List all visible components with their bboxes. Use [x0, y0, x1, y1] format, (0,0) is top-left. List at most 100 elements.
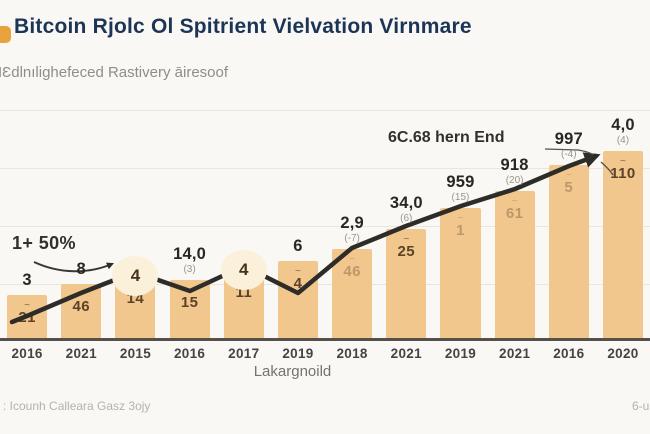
approx-mark-icon: ~ — [186, 285, 193, 296]
bar-sub-label: (-4) — [561, 149, 577, 160]
bar-column: 4~11 — [217, 92, 271, 338]
x-axis-label: 2019 — [282, 346, 314, 361]
approx-mark-icon: ~ — [24, 300, 30, 311]
approx-mark-icon: ~ — [565, 170, 572, 181]
bar-inner-value: 46 — [72, 298, 90, 315]
bar-column: 14,0 (3) ~15 — [163, 92, 217, 338]
x-axis-label: 2018 — [336, 346, 368, 361]
bar: ~46 — [332, 249, 373, 338]
x-axis-labels-row: 2016 2021 2015 2016 2017 2019 2018 2021 2019 2021… — [0, 341, 650, 361]
x-axis-title: Lakargnoild — [253, 363, 332, 380]
bar: ~110 — [602, 151, 644, 338]
bar-value-label: 4,0 — [611, 116, 635, 134]
approx-mark-icon: ~ — [403, 234, 410, 245]
x-axis-label: 2019 — [444, 346, 477, 361]
bar-sub-label: (15) — [451, 192, 470, 203]
bar: ~1 — [440, 208, 481, 338]
x-axis-label: 2015 — [119, 346, 152, 361]
bars-row: 3~218~464~1414,0(3)~154~116~42,9(-7)~463… — [0, 92, 650, 338]
bar-column: 3 ~21 — [0, 92, 54, 338]
bar-inner-label: ~1 — [440, 213, 480, 240]
page-title: Bitcoin Rjolc Ol Spitrient Vielvation Vi… — [14, 15, 472, 38]
approx-mark-icon: ~ — [78, 289, 85, 300]
gridline — [0, 110, 650, 111]
bar-value-label: 3 — [22, 271, 32, 289]
bar-highlight-circle: 4 — [220, 250, 267, 290]
approx-mark-icon: ~ — [295, 266, 301, 277]
bar-sub-label: (20) — [505, 175, 524, 186]
bar-value-label: 2,9 — [340, 214, 364, 232]
bar-column: 4~14 — [108, 92, 162, 338]
bar: ~5 — [548, 165, 589, 338]
bar-sub-label: (3) — [183, 264, 196, 275]
bar-inner-value: 4 — [293, 275, 303, 292]
x-axis-label: 2020 — [607, 346, 639, 361]
bar-inner-label: ~15 — [170, 285, 210, 312]
approx-mark-icon: ~ — [349, 254, 356, 265]
bar: ~21 — [7, 295, 48, 338]
bar-top-label: 959 (15) — [446, 173, 474, 203]
bar: ~25 — [386, 229, 427, 338]
bar: ~61 — [494, 191, 535, 338]
x-axis-label: 2021 — [499, 346, 531, 361]
x-axis-label: 2021 — [390, 346, 422, 361]
bar-top-label: 6 — [293, 237, 302, 256]
bar-column: 6 ~4 — [271, 92, 325, 338]
bar-inner-value: 46 — [343, 263, 361, 280]
bar-sub-label: (6) — [400, 213, 413, 224]
bar: ~15 — [169, 280, 210, 338]
bar-inner-label: ~21 — [7, 300, 47, 327]
bar-column: 8 ~46 — [54, 92, 108, 338]
bar-column: 4,0 (4) ~110 — [596, 92, 650, 338]
bar-top-label: 4,0 (4) — [611, 116, 635, 146]
x-axis-label: 2016 — [173, 346, 206, 361]
bar-inner-value: 5 — [564, 179, 574, 196]
bar-inner-value: 61 — [505, 205, 524, 222]
bar-inner-value: 21 — [18, 309, 36, 326]
growth-annotation: 1+ 50% — [12, 233, 76, 253]
bar-inner-value: 110 — [610, 165, 636, 182]
approx-mark-icon: ~ — [511, 196, 518, 207]
bar-value-label: 6 — [293, 237, 303, 255]
bar: ~46 — [61, 284, 102, 338]
approx-mark-icon: ~ — [457, 213, 464, 224]
bar-top-label: 8 — [77, 260, 86, 279]
footer-note-text: 6-up — [631, 399, 650, 413]
chart-plot-area: 3~218~464~1414,0(3)~154~116~42,9(-7)~463… — [0, 92, 650, 341]
bar-inner-label: ~46 — [332, 254, 372, 281]
bar-inner-label: ~25 — [386, 234, 426, 261]
bar-inner-label: ~46 — [61, 289, 101, 316]
bar-column: 997 (-4) ~5 — [542, 92, 596, 338]
bar-top-label: 3 — [22, 271, 31, 290]
bar-top-label: 2,9 (-7) — [340, 214, 364, 244]
bar-value-label: 8 — [76, 260, 86, 278]
bar-column: 2,9 (-7) ~46 — [325, 92, 379, 338]
bar-inner-value: 15 — [180, 294, 199, 311]
bar-sub-label: (4) — [616, 135, 630, 146]
x-axis-label: 2017 — [228, 346, 260, 361]
bar-top-label: 14,0 (3) — [173, 245, 206, 275]
x-axis-label: 2016 — [11, 346, 43, 361]
bar-inner-label: ~5 — [549, 170, 589, 197]
bar-highlight-circle: 4 — [112, 256, 159, 296]
bar-inner-label: ~61 — [495, 196, 535, 223]
approx-mark-icon: ~ — [620, 156, 626, 167]
bar-inner-label: ~110 — [603, 156, 643, 183]
bar-value-label: 918 — [500, 156, 529, 174]
bar-inner-label: ~4 — [278, 266, 318, 293]
bar-top-label: 997 (-4) — [555, 130, 583, 160]
end-annotation: 6C.68 hern End — [388, 129, 505, 146]
x-axis-label: 2021 — [65, 346, 97, 361]
bar-sub-label: (-7) — [344, 233, 360, 244]
footer-source-text: : Icounh Calleara Gasz 3ojy — [3, 399, 151, 413]
bar-top-label: 34,0 (6) — [390, 194, 423, 224]
bar-value-label: 959 — [446, 173, 475, 191]
bar: ~4 — [277, 261, 318, 338]
x-axis-label: 2016 — [553, 346, 585, 361]
bar-inner-value: 1 — [456, 222, 465, 239]
bar-inner-value: 25 — [397, 243, 416, 260]
page-subtitle: IƐdlnılighefeced Rastivery āiresoof — [0, 64, 229, 81]
bar-top-label: 918 (20) — [501, 156, 529, 186]
bitcoin-logo-icon — [0, 26, 11, 43]
